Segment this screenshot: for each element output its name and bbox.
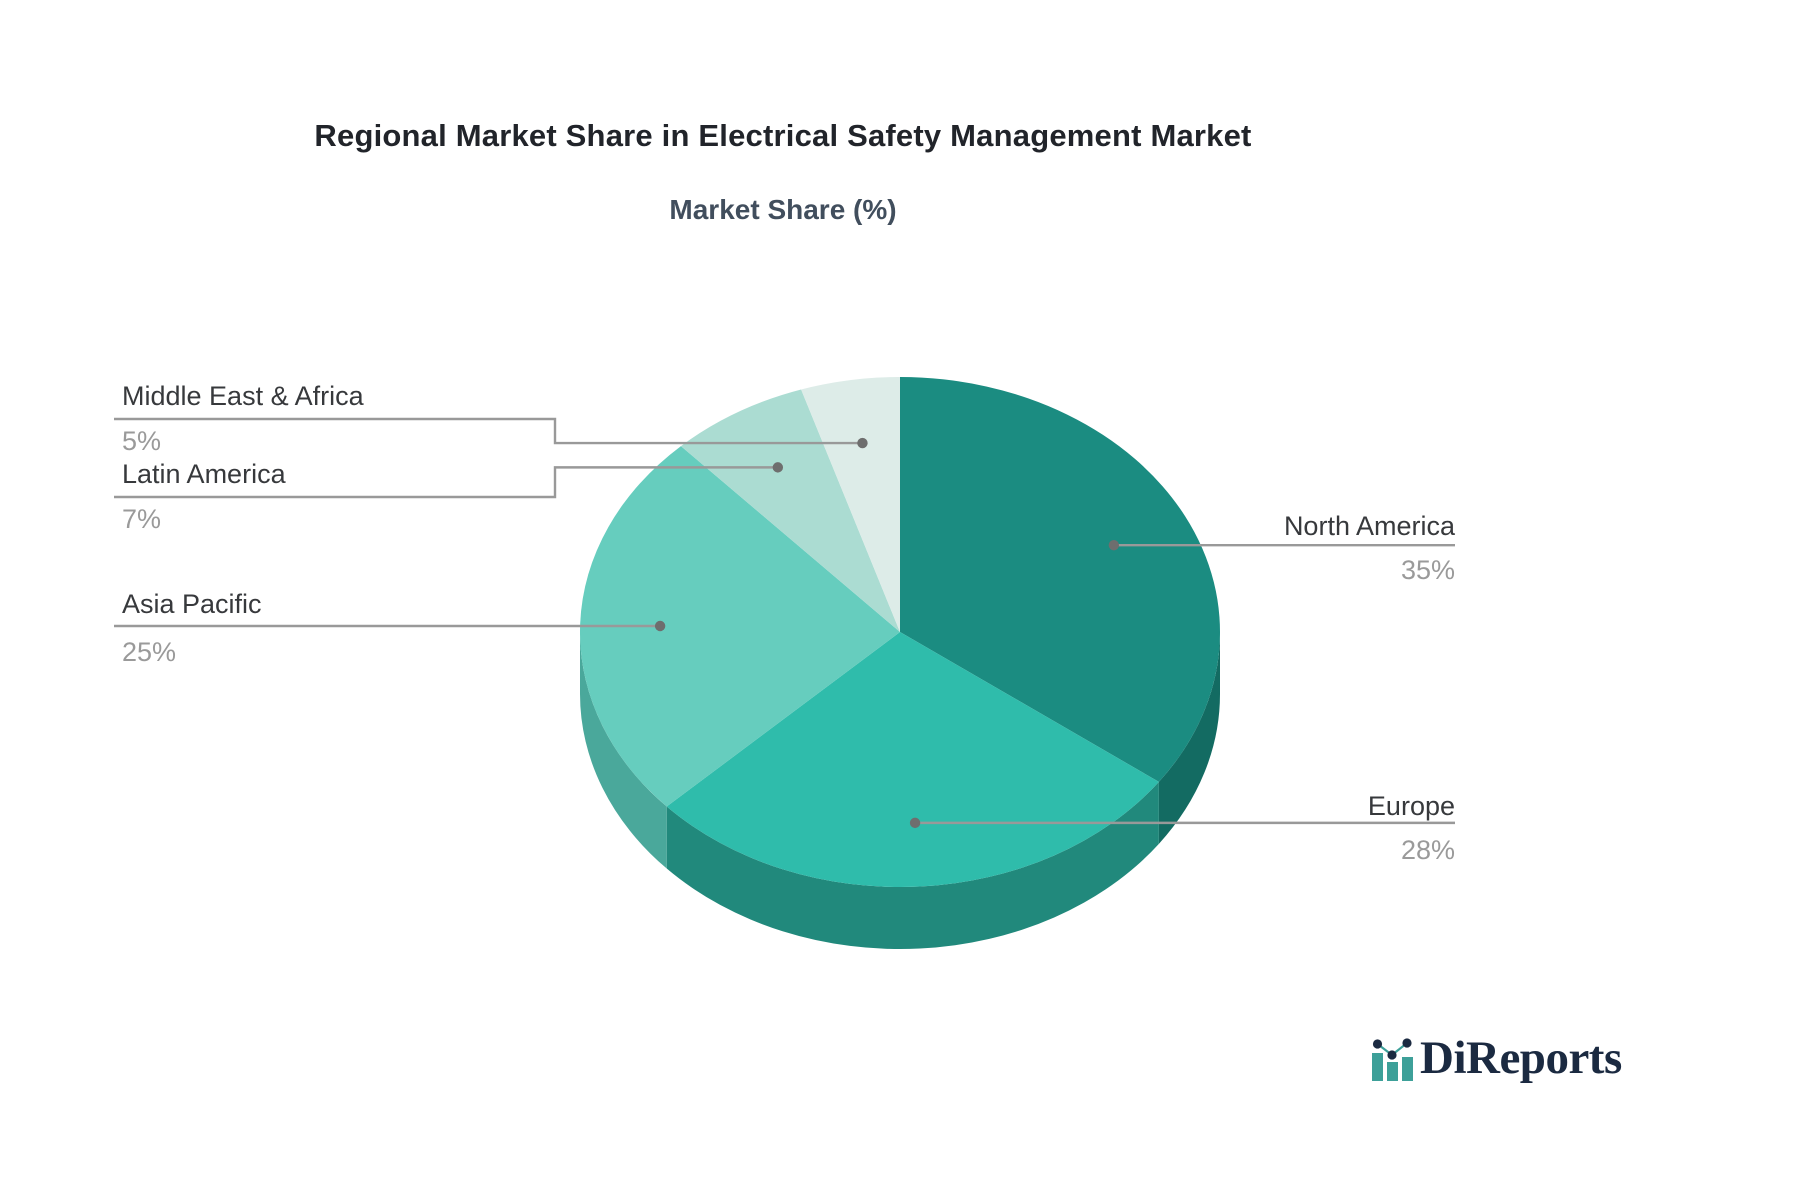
slice-value-north-america: 35% (1400, 555, 1455, 585)
chart-subtitle: Market Share (%) (669, 194, 897, 225)
direports-logo-text: DiReports (1420, 1032, 1622, 1084)
pie-slice-latin-america (680, 389, 900, 632)
pie-slice-side-north-america (1158, 632, 1220, 844)
brand-logo: DiReports (1372, 1032, 1622, 1084)
pie-slice-middle-east-africa (801, 377, 900, 632)
slice-value-europe: 28% (1400, 835, 1455, 865)
slice-label-north-america: North America (1283, 511, 1455, 541)
slice-value-asia-pacific: 25% (122, 637, 177, 667)
slice-label-latin-america: Latin America (122, 459, 286, 489)
leader-dot-asia-pacific (654, 620, 666, 632)
direports-logo-icon (1372, 1038, 1413, 1081)
pie-slice-side-asia-pacific (580, 632, 667, 869)
leader-dot-latin-america (772, 462, 784, 473)
slice-label-europe: Europe (1367, 791, 1455, 821)
pie-slice-asia-pacific (580, 446, 900, 807)
pie-slice-side-europe (666, 781, 1159, 950)
slice-value-latin-america: 7% (122, 504, 162, 534)
pie-slice-north-america (900, 377, 1221, 782)
slice-label-middle-east-africa: Middle East & Africa (122, 381, 364, 411)
leader-dot-north-america (1108, 539, 1120, 551)
chart-title: Regional Market Share in Electrical Safe… (314, 118, 1252, 153)
leader-dot-middle-east-africa (857, 437, 868, 449)
leader-dot-europe (909, 817, 921, 829)
slice-label-asia-pacific: Asia Pacific (122, 589, 262, 619)
leader-line-latin-america (114, 466, 778, 499)
leader-line-middle-east-africa (114, 417, 863, 445)
slice-value-middle-east-africa: 5% (122, 426, 162, 456)
